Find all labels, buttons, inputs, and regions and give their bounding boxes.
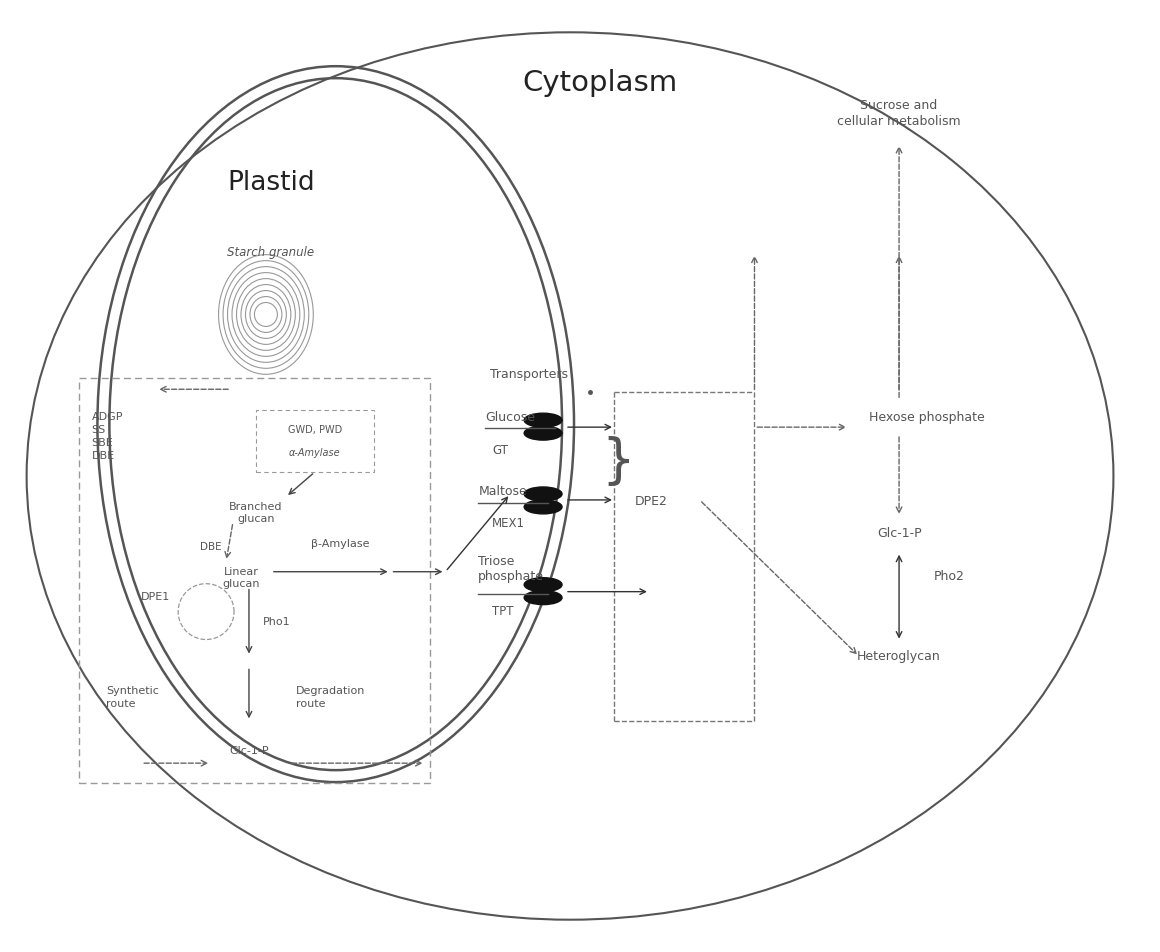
Ellipse shape xyxy=(524,500,563,514)
Text: Transporters: Transporters xyxy=(491,367,568,381)
Ellipse shape xyxy=(524,487,563,501)
Text: Glc-1-P: Glc-1-P xyxy=(877,527,921,541)
Text: Synthetic
route: Synthetic route xyxy=(107,686,159,709)
Text: DPE2: DPE2 xyxy=(635,495,668,508)
Ellipse shape xyxy=(524,578,563,591)
Ellipse shape xyxy=(524,590,563,605)
Text: DPE1: DPE1 xyxy=(142,591,171,602)
Text: ADGP
SS
SBE
DBE: ADGP SS SBE DBE xyxy=(92,412,123,461)
Text: Plastid: Plastid xyxy=(227,169,314,196)
Text: Glucose: Glucose xyxy=(485,410,535,424)
Text: TPT: TPT xyxy=(492,605,514,618)
Text: Triose
phosphate: Triose phosphate xyxy=(478,555,544,583)
Text: α-Amylase: α-Amylase xyxy=(289,448,341,458)
Text: Pho2: Pho2 xyxy=(934,570,965,584)
Text: β-Amylase: β-Amylase xyxy=(311,539,369,548)
Text: Starch granule: Starch granule xyxy=(227,247,314,259)
Ellipse shape xyxy=(524,413,563,427)
Text: Branched
glucan: Branched glucan xyxy=(230,502,283,525)
Text: GT: GT xyxy=(492,444,508,457)
Text: Glc-1-P: Glc-1-P xyxy=(230,746,269,756)
Text: Hexose phosphate: Hexose phosphate xyxy=(869,410,985,424)
Text: MEX1: MEX1 xyxy=(492,517,525,530)
Text: Linear
glucan: Linear glucan xyxy=(223,566,260,589)
Text: GWD, PWD: GWD, PWD xyxy=(288,426,342,435)
Text: Pho1: Pho1 xyxy=(263,617,290,626)
Text: }: } xyxy=(601,436,635,488)
Text: Maltose: Maltose xyxy=(478,486,527,499)
Text: Degradation
route: Degradation route xyxy=(296,686,365,709)
Text: Sucrose and
cellular metabolism: Sucrose and cellular metabolism xyxy=(838,99,960,128)
Ellipse shape xyxy=(524,426,563,440)
Text: Heteroglycan: Heteroglycan xyxy=(857,650,941,663)
Text: DBE: DBE xyxy=(201,542,222,552)
Text: Cytoplasm: Cytoplasm xyxy=(522,69,677,97)
